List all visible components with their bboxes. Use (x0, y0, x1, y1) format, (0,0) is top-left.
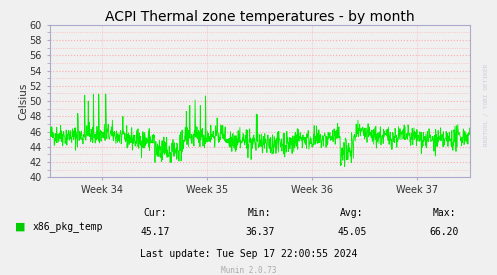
Text: Munin 2.0.73: Munin 2.0.73 (221, 266, 276, 274)
Text: Last update: Tue Sep 17 22:00:55 2024: Last update: Tue Sep 17 22:00:55 2024 (140, 249, 357, 259)
Text: 45.17: 45.17 (140, 227, 169, 237)
Text: 66.20: 66.20 (430, 227, 459, 237)
Text: 36.37: 36.37 (245, 227, 274, 237)
Text: Min:: Min: (248, 208, 271, 218)
Text: Max:: Max: (433, 208, 456, 218)
Text: Cur:: Cur: (143, 208, 166, 218)
Text: x86_pkg_temp: x86_pkg_temp (32, 221, 103, 232)
Title: ACPI Thermal zone temperatures - by month: ACPI Thermal zone temperatures - by mont… (105, 10, 414, 24)
Text: Avg:: Avg: (340, 208, 364, 218)
Y-axis label: Celsius: Celsius (18, 82, 28, 120)
Text: 45.05: 45.05 (337, 227, 367, 237)
Text: RRDTOOL / TOBI OETIKER: RRDTOOL / TOBI OETIKER (483, 63, 488, 146)
Text: ■: ■ (15, 222, 25, 232)
